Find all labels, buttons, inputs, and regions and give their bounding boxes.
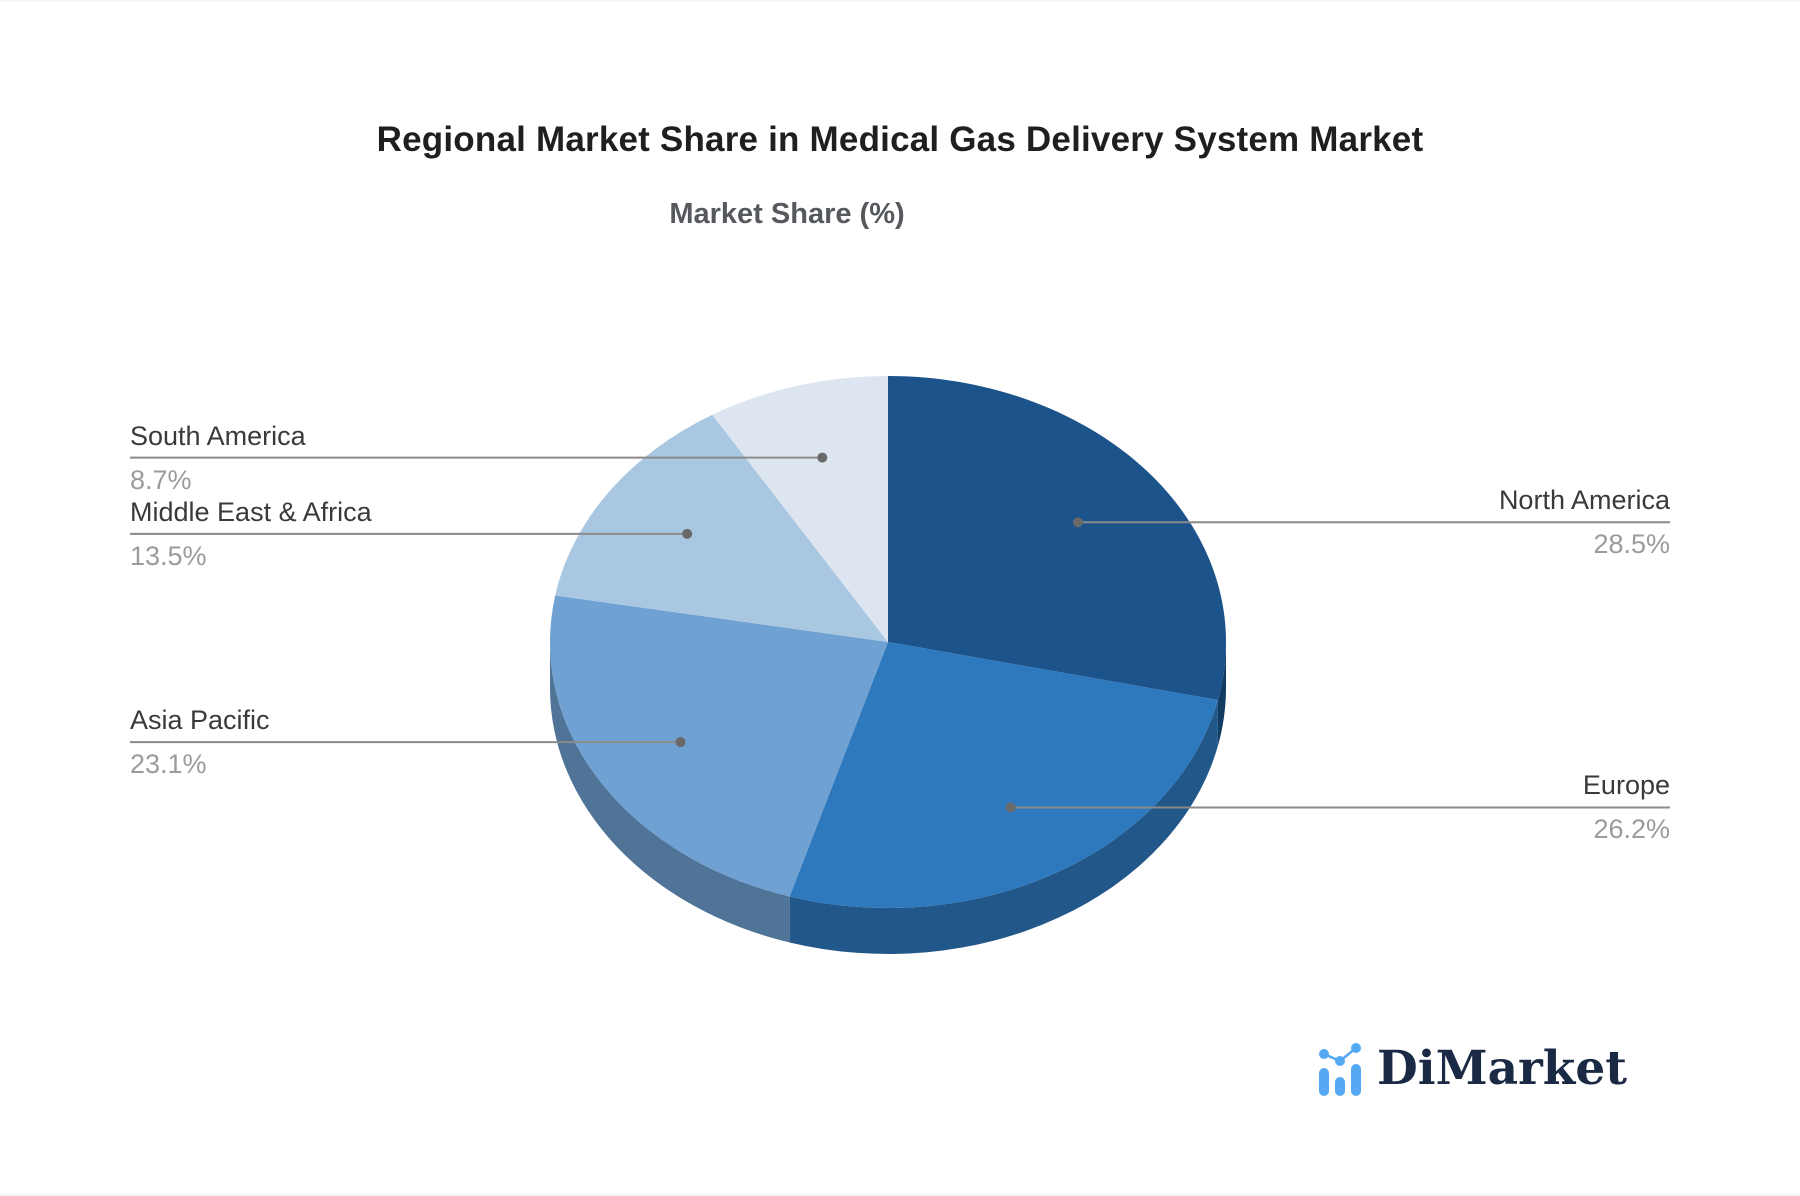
callout-value: 23.1%	[130, 749, 207, 780]
callout-label: Europe	[1582, 770, 1670, 801]
pie-slice-side-north-america	[1217, 642, 1226, 747]
pie-slice-europe[interactable]	[789, 642, 1218, 908]
callout-label: Middle East & Africa	[130, 496, 372, 527]
pie-slice-middle-east-africa[interactable]	[555, 414, 888, 642]
callout-dot-south-america	[817, 452, 828, 463]
callout-label: Asia Pacific	[130, 705, 270, 736]
dimarket-logo: DiMarket	[1317, 1042, 1627, 1096]
callout-label: South America	[130, 420, 306, 451]
chart-subtitle: Market Share (%)	[669, 198, 905, 230]
pie-slice-side-europe	[789, 700, 1218, 954]
dimarket-logo-text: DiMarket	[1376, 1041, 1627, 1096]
pie-slice-side-asia-pacific	[550, 642, 790, 943]
callout-value: 28.5%	[1593, 529, 1670, 560]
pie-slice-asia-pacific[interactable]	[550, 595, 888, 897]
pie-slice-south-america[interactable]	[712, 376, 888, 642]
callout-asia-pacific: Asia Pacific 23.1%	[130, 703, 270, 781]
bar-line-chart-icon	[1318, 1043, 1361, 1096]
callout-dot-middle-east-africa	[682, 528, 693, 539]
callout-dot-asia-pacific	[675, 737, 686, 748]
callout-value: 8.7%	[130, 464, 192, 495]
callout-label: North America	[1498, 485, 1670, 516]
callout-value: 26.2%	[1593, 814, 1670, 845]
chart-title: Regional Market Share in Medical Gas Del…	[376, 120, 1424, 159]
callout-dot-north-america	[1072, 517, 1083, 528]
callout-europe: Europe 26.2%	[1583, 768, 1670, 846]
pie-slice-north-america[interactable]	[888, 376, 1226, 701]
callout-dot-europe	[1005, 802, 1016, 813]
callout-south-america: South America 8.7%	[130, 419, 306, 497]
callout-value: 13.5%	[130, 540, 207, 571]
callout-north-america: North America 28.5%	[1499, 483, 1670, 561]
callout-middle-east-africa: Middle East & Africa 13.5%	[130, 495, 372, 573]
